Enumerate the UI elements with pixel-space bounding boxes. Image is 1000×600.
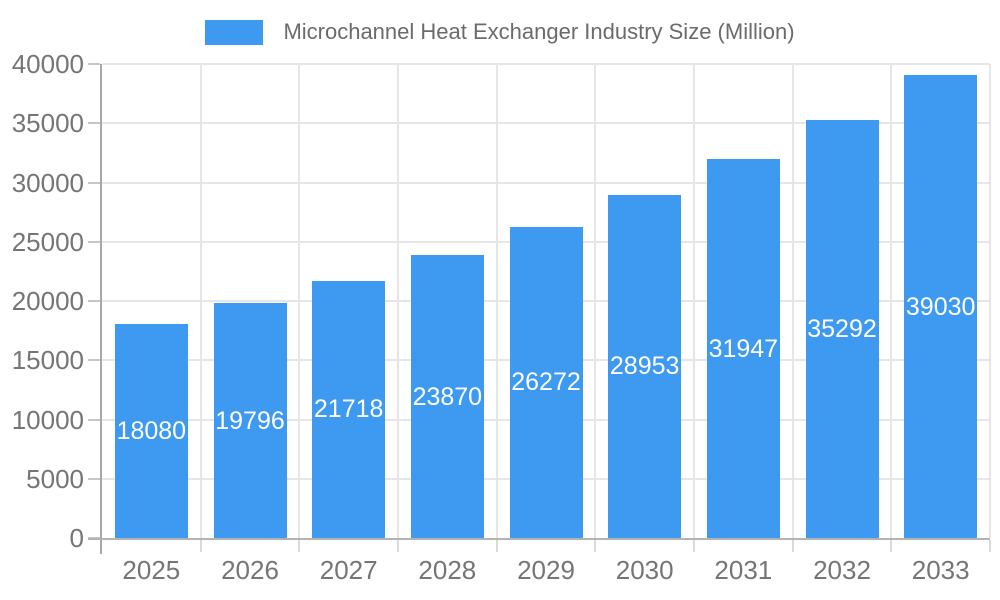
x-axis-tick	[693, 540, 695, 552]
gridline-vertical	[791, 64, 794, 538]
y-axis-tick	[88, 63, 100, 65]
y-axis-label: 35000	[11, 108, 84, 139]
bar-value-label: 39030	[905, 292, 976, 321]
gridline-vertical	[594, 64, 597, 538]
y-axis-line	[100, 64, 102, 554]
y-axis-tick	[88, 181, 100, 184]
x-tick-label: 2025	[122, 555, 181, 585]
gridline-vertical	[397, 64, 399, 538]
gridline-vertical	[495, 64, 498, 538]
y-axis-tick	[88, 418, 100, 421]
bar-value-label: 19796	[215, 406, 285, 435]
y-axis-label: 0	[69, 523, 84, 553]
gridline-vertical	[298, 64, 301, 538]
bar-2030[interactable]	[608, 194, 682, 538]
bar-value-label: 18080	[116, 416, 187, 445]
chart-legend[interactable]: Microchannel Heat Exchanger Industry Siz…	[0, 19, 1000, 45]
y-axis-tick	[88, 122, 100, 125]
x-axis-tick	[199, 540, 202, 552]
x-tick-label: 2029	[517, 555, 575, 585]
legend-label: Microchannel Heat Exchanger Industry Siz…	[283, 19, 795, 44]
y-axis-label: 20000	[11, 286, 84, 316]
x-tick-label: 2028	[418, 555, 477, 585]
y-axis-tick	[88, 477, 100, 480]
y-axis-label: 40000	[11, 49, 84, 79]
y-axis-tick	[88, 300, 100, 302]
gridline-vertical	[693, 64, 695, 538]
bar-2029[interactable]	[509, 226, 583, 538]
bar-value-label: 21718	[313, 395, 384, 424]
x-axis-tick	[791, 540, 794, 552]
x-tick-label: 2030	[615, 555, 674, 585]
bar-2032[interactable]	[805, 119, 879, 538]
legend-swatch	[205, 19, 264, 45]
x-axis-line	[88, 538, 990, 540]
x-axis-tick	[989, 540, 991, 552]
bar-2028[interactable]	[410, 255, 484, 538]
y-axis-label: 25000	[11, 226, 84, 257]
bar-value-label: 35292	[807, 314, 877, 343]
bar-2027[interactable]	[312, 280, 386, 538]
bar-value-label: 31947	[708, 334, 779, 363]
x-axis-tick	[890, 540, 893, 552]
gridline-vertical	[890, 64, 893, 538]
bar-value-label: 28953	[609, 352, 680, 381]
x-axis-tick	[298, 540, 301, 552]
x-tick-label: 2026	[221, 555, 279, 585]
gridline-horizontal	[102, 63, 990, 65]
x-tick-label: 2032	[813, 555, 871, 585]
x-axis-tick	[594, 540, 597, 552]
x-tick-label: 2033	[911, 555, 970, 585]
gridline-horizontal	[102, 122, 990, 125]
y-axis-label: 5000	[26, 463, 84, 494]
x-tick-label: 2031	[714, 555, 773, 585]
y-axis-tick	[88, 240, 100, 243]
bar-value-label: 23870	[412, 382, 483, 411]
gridline-horizontal	[102, 181, 990, 184]
gridline-vertical	[199, 64, 202, 538]
x-axis-tick	[495, 540, 498, 552]
y-axis-label: 10000	[11, 404, 84, 435]
x-axis-tick	[397, 540, 399, 552]
y-axis-label: 30000	[11, 167, 84, 198]
bar-2033[interactable]	[904, 75, 978, 538]
y-axis-tick	[88, 359, 100, 362]
bar-2025[interactable]	[114, 323, 188, 538]
gridline-vertical	[989, 64, 991, 538]
bar-value-label: 26272	[511, 368, 581, 397]
y-axis-label: 15000	[11, 345, 84, 376]
bar-2026[interactable]	[213, 303, 287, 538]
x-tick-label: 2027	[319, 555, 378, 585]
bar-2031[interactable]	[706, 159, 780, 538]
